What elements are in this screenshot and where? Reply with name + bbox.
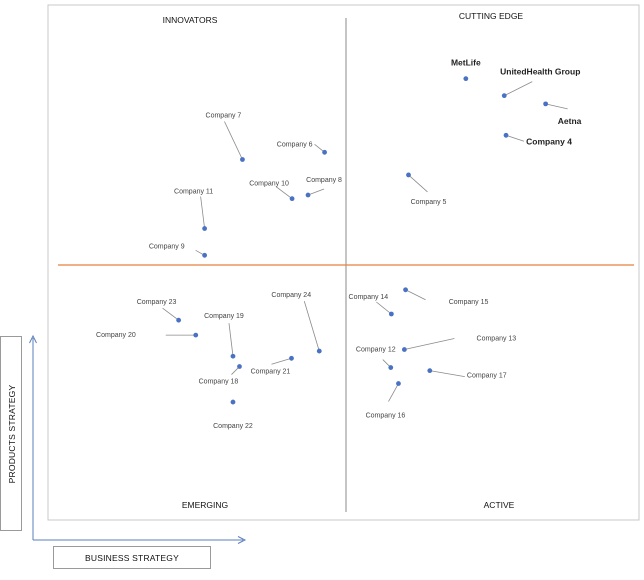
point-company-4	[503, 132, 509, 138]
label-company-18: Company 18	[199, 379, 239, 386]
leader-line-company-4	[505, 134, 525, 142]
leader-line-company-17	[429, 370, 465, 378]
leader-line-company-7	[224, 121, 243, 160]
label-company-12: Company 12	[356, 347, 396, 354]
label-unitedhealth-group: UnitedHealth Group	[500, 67, 580, 77]
leader-line-company-14	[376, 301, 392, 315]
point-company-16	[396, 381, 401, 386]
x-axis-title-box: BUSINESS STRATEGY	[53, 546, 211, 569]
label-company-16: Company 16	[366, 413, 406, 420]
point-company-22	[230, 399, 236, 405]
leader-line-company-10	[275, 186, 293, 199]
leader-line-aetna	[545, 103, 568, 110]
point-company-8	[305, 192, 311, 198]
leader-line-company-23	[162, 307, 179, 321]
label-company-22: Company 22	[213, 423, 253, 430]
point-company-13	[401, 347, 407, 352]
leader-line-company-8	[307, 188, 325, 196]
point-unitedhealth-group	[501, 93, 507, 99]
leader-line-company-19	[228, 323, 234, 357]
label-company-11: Company 11	[174, 189, 213, 196]
point-company-17	[427, 368, 433, 374]
quadrant-label-innovators: INNOVATORS	[163, 15, 218, 25]
leader-line-company-15	[405, 289, 426, 301]
point-company-6	[322, 149, 327, 155]
label-company-20: Company 20	[96, 332, 136, 339]
point-company-24	[316, 348, 322, 354]
label-company-24: Company 24	[271, 292, 311, 299]
point-company-12	[388, 365, 394, 370]
leader-line-company-11	[200, 196, 206, 229]
label-company-13: Company 13	[477, 336, 517, 343]
point-aetna	[543, 101, 549, 107]
label-company-5: Company 5	[411, 199, 447, 206]
label-metlife: MetLife	[451, 58, 481, 68]
label-company-8: Company 8	[306, 177, 342, 184]
scatter-marks: MetLife UnitedHealth Group Aetna Company 4 C…	[96, 58, 582, 430]
label-company-9: Company 9	[149, 243, 185, 250]
label-company-15: Company 15	[449, 299, 489, 306]
leader-line-company-13	[404, 338, 455, 350]
label-company-21: Company 21	[251, 368, 291, 375]
label-company-10: Company 10	[249, 181, 289, 188]
leader-line-company-24	[303, 300, 320, 352]
quadrant-label-cutting-edge: CUTTING EDGE	[459, 11, 524, 21]
x-axis-arrow	[33, 536, 247, 544]
point-company-18	[237, 364, 242, 369]
label-company-7: Company 7	[206, 113, 242, 120]
point-company-23	[176, 317, 182, 323]
point-company-20	[193, 332, 199, 338]
x-axis-title: BUSINESS STRATEGY	[85, 552, 179, 563]
quadrant-label-active: ACTIVE	[484, 500, 515, 510]
quadrant-label-emerging: EMERGING	[182, 500, 228, 510]
point-company-21	[289, 355, 294, 361]
plot-frame	[47, 4, 640, 521]
label-company-17: Company 17	[467, 373, 507, 380]
leader-line-company-21	[271, 357, 292, 365]
y-axis-arrow	[29, 334, 37, 540]
point-company-9	[202, 252, 208, 258]
point-company-5	[406, 172, 411, 178]
label-company-14: Company 14	[349, 294, 389, 301]
point-company-19	[230, 353, 236, 359]
label-company-23: Company 23	[137, 299, 177, 306]
y-axis-title: PRODUCTS STRATEGY	[7, 384, 17, 484]
point-company-10	[289, 196, 295, 202]
y-axis-title-box: PRODUCTS STRATEGY	[0, 336, 22, 531]
label-company-4: Company 4	[526, 136, 572, 146]
leader-line-company-5	[408, 174, 428, 193]
point-metlife	[463, 76, 469, 82]
point-company-11	[202, 226, 208, 231]
leader-line-company-16	[388, 383, 399, 402]
point-company-14	[388, 311, 394, 317]
label-company-6: Company 6	[277, 141, 313, 148]
point-company-7	[240, 157, 245, 162]
leader-line-unitedhealth-group	[504, 81, 533, 96]
point-company-15	[403, 287, 408, 293]
label-company-19: Company 19	[204, 313, 244, 320]
label-aetna: Aetna	[558, 116, 582, 126]
